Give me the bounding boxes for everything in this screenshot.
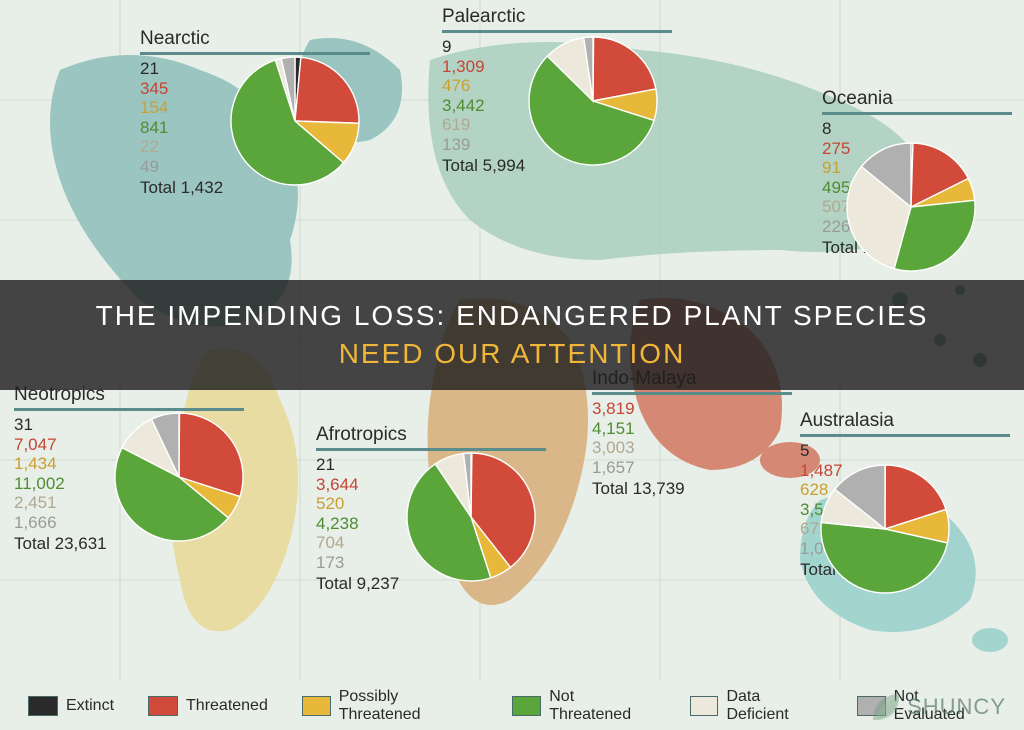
stat-not_threatened: 4,238: [316, 514, 399, 534]
stat-extinct: 5: [800, 441, 883, 461]
pie-chart-afrotropics: [405, 451, 537, 583]
stat-not_evaluated: 1,666: [14, 513, 107, 533]
region-rule: [592, 392, 792, 395]
stat-extinct: 9: [442, 37, 525, 57]
region-title: Afrotropics: [316, 424, 576, 446]
pie-chart-neotropics: [113, 411, 245, 543]
region-panel-neotropics: Neotropics 317,0471,43411,0022,4511,666T…: [14, 384, 274, 554]
stat-not_threatened: 841: [140, 118, 223, 138]
region-title: Oceania: [822, 88, 1024, 110]
legend-item-extinct: Extinct: [28, 696, 114, 716]
stat-data_deficient: 3,003: [592, 438, 685, 458]
legend-swatch: [148, 696, 178, 716]
region-rule: [800, 434, 1010, 437]
region-stats: 317,0471,43411,0022,4511,666Total 23,631: [14, 415, 107, 554]
stat-extinct: 31: [14, 415, 107, 435]
pie-chart-australasia: [819, 463, 951, 595]
stat-total: Total 5,994: [442, 156, 525, 176]
legend-label: Possibly Threatened: [339, 688, 479, 724]
stat-data_deficient: 619: [442, 115, 525, 135]
stat-extinct: 21: [140, 59, 223, 79]
region-panel-palearctic: Palearctic 91,3094763,442619139Total 5,9…: [442, 6, 702, 176]
region-stats: 213,6445204,238704173Total 9,237: [316, 455, 399, 594]
headline-line1: THE IMPENDING LOSS: ENDANGERED PLANT SPE…: [96, 300, 929, 332]
stat-extinct: 8: [822, 119, 905, 139]
region-rule: [822, 112, 1012, 115]
region-panel-oceania: Oceania 827591495507226Total 1,602: [822, 88, 1024, 273]
stat-poss_threatened: 154: [140, 98, 223, 118]
stat-total: Total 1,432: [140, 178, 223, 198]
stat-not_threatened: 11,002: [14, 474, 107, 494]
stat-threatened: 3,644: [316, 475, 399, 495]
stat-not_evaluated: 173: [316, 553, 399, 573]
region-stats: 213451548412249Total 1,432: [140, 59, 223, 198]
region-title: Australasia: [800, 410, 1024, 432]
stat-total: Total 9,237: [316, 574, 399, 594]
stat-threatened: 7,047: [14, 435, 107, 455]
legend-label: Threatened: [186, 697, 268, 715]
stat-threatened: 345: [140, 79, 223, 99]
stat-not_evaluated: 49: [140, 157, 223, 177]
pie-chart-oceania: [845, 141, 977, 273]
stat-data_deficient: 22: [140, 137, 223, 157]
legend-item-data_deficient: Data Deficient: [690, 688, 823, 724]
stat-poss_threatened: 1,434: [14, 454, 107, 474]
legend-swatch: [302, 696, 331, 716]
legend-item-threatened: Threatened: [148, 696, 268, 716]
legend-item-not_threatened: Not Threatened: [512, 688, 655, 724]
region-title: Palearctic: [442, 6, 702, 28]
stat-not_evaluated: 139: [442, 135, 525, 155]
legend-swatch: [28, 696, 58, 716]
stat-data_deficient: 704: [316, 533, 399, 553]
legend-item-poss_threatened: Possibly Threatened: [302, 688, 479, 724]
headline-overlay: THE IMPENDING LOSS: ENDANGERED PLANT SPE…: [0, 280, 1024, 390]
leaf-icon: [869, 690, 903, 724]
legend-label: Not Threatened: [549, 688, 655, 724]
brand-text: SHUNCY: [907, 694, 1006, 720]
region-panel-afrotropics: Afrotropics 213,6445204,238704173Total 9…: [316, 424, 576, 594]
stat-not_threatened: 3,442: [442, 96, 525, 116]
region-panel-australasia: Australasia 51,4876283,5836721,067Total …: [800, 410, 1024, 595]
legend-label: Extinct: [66, 697, 114, 715]
stat-poss_threatened: 476: [442, 76, 525, 96]
pie-chart-palearctic: [527, 35, 659, 167]
headline-line2: NEED OUR ATTENTION: [339, 338, 686, 370]
region-stats: 3,8194,1513,0031,657Total 13,739: [592, 399, 685, 499]
region-rule: [442, 30, 672, 33]
stat-not_evaluated: 1,657: [592, 458, 685, 478]
legend-swatch: [512, 696, 541, 716]
stat-data_deficient: 2,451: [14, 493, 107, 513]
legend-label: Data Deficient: [726, 688, 822, 724]
region-panel-nearctic: Nearctic 213451548412249Total 1,432: [140, 28, 400, 198]
region-stats: 91,3094763,442619139Total 5,994: [442, 37, 525, 176]
stat-threatened: 1,309: [442, 57, 525, 77]
brand-watermark: SHUNCY: [869, 690, 1006, 724]
region-title: Nearctic: [140, 28, 400, 50]
stat-not_threatened: 4,151: [592, 419, 685, 439]
stat-poss_threatened: 520: [316, 494, 399, 514]
stat-total: Total 13,739: [592, 479, 685, 499]
pie-slice-threatened: [295, 57, 359, 123]
stat-threatened: 3,819: [592, 399, 685, 419]
legend-swatch: [690, 696, 719, 716]
stat-extinct: 21: [316, 455, 399, 475]
stat-total: Total 23,631: [14, 534, 107, 554]
pie-chart-nearctic: [229, 55, 361, 187]
